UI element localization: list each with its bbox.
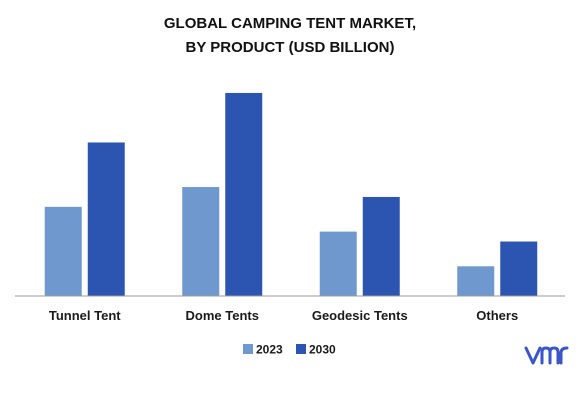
bar-tunnel-tent-2030 — [87, 142, 125, 296]
chart-title-line-2: BY PRODUCT (USD BILLION) — [186, 39, 395, 56]
x-tick-labels: Tunnel Tent Dome Tents Geodesic Tents Other… — [49, 308, 518, 323]
bar-others-2023 — [457, 266, 495, 296]
bar-geodesic-tents-2023 — [319, 231, 357, 296]
legend-swatch-2023 — [243, 344, 253, 354]
x-tick-label-dome-tents: Dome Tents — [186, 308, 259, 323]
legend-label-2023: 2023 — [256, 343, 283, 357]
x-tick-label-others: Others — [476, 308, 518, 323]
x-tick-label-tunnel-tent: Tunnel Tent — [49, 308, 121, 323]
bar-others-2030 — [500, 241, 538, 296]
bar-dome-tents-2030 — [225, 92, 263, 296]
bars-group — [44, 92, 538, 296]
legend-label-2030: 2030 — [309, 343, 336, 357]
chart-title-line-1: GLOBAL CAMPING TENT MARKET, — [164, 15, 416, 32]
bar-tunnel-tent-2023 — [44, 206, 82, 296]
vmr-logo — [524, 346, 569, 365]
legend: 2023 2030 — [243, 343, 336, 357]
bar-geodesic-tents-2030 — [362, 196, 400, 296]
legend-swatch-2030 — [296, 344, 306, 354]
bar-dome-tents-2023 — [182, 187, 220, 296]
x-tick-label-geodesic-tents: Geodesic Tents — [312, 308, 408, 323]
